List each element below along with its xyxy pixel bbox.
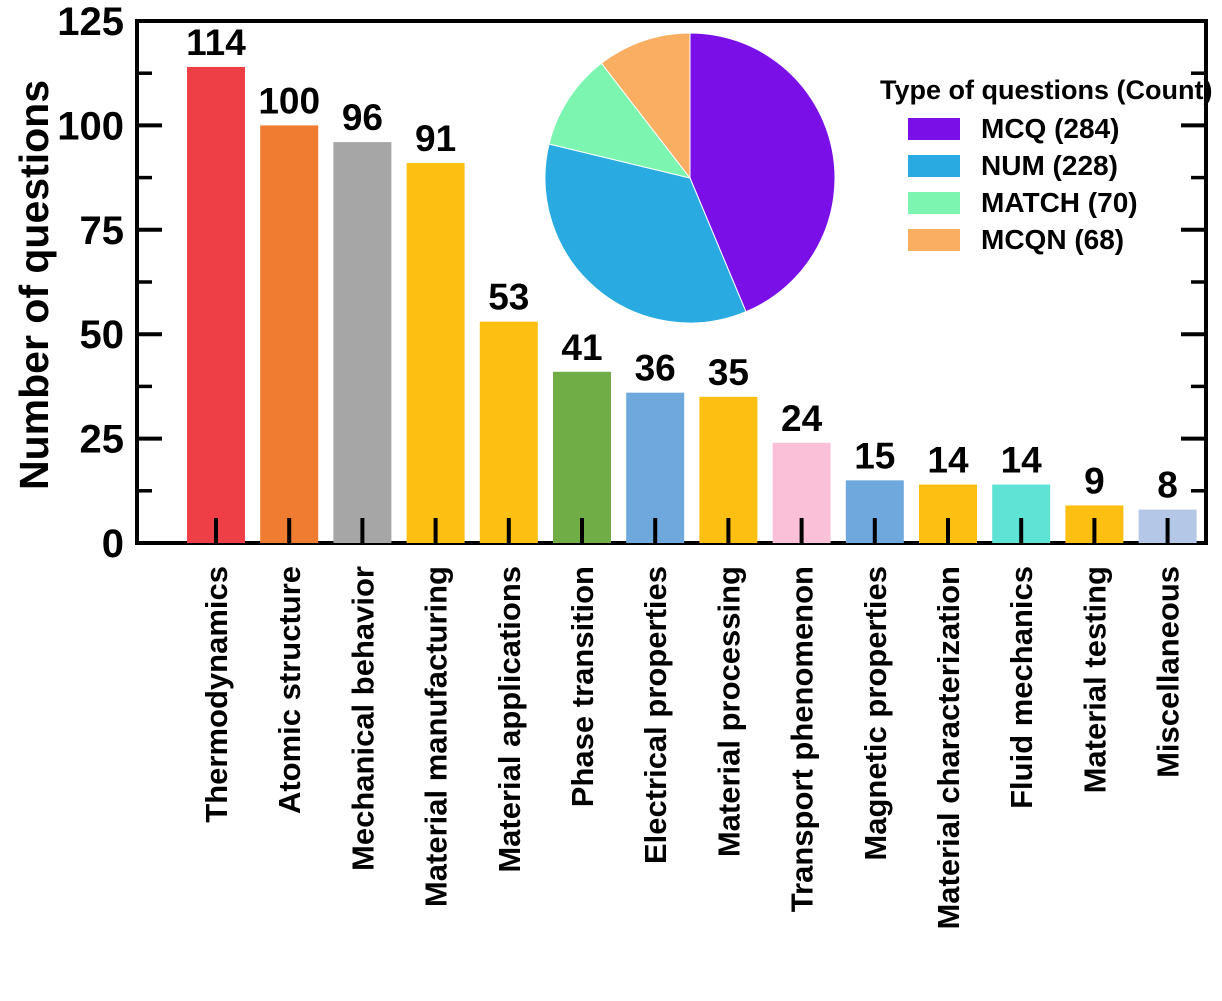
legend-swatch: [908, 192, 960, 214]
legend-swatch: [908, 229, 960, 251]
legend-entry-label: MATCH (70): [981, 187, 1138, 218]
x-category-label: Phase transition: [565, 566, 600, 807]
legend-swatch: [908, 155, 960, 177]
bar: [260, 125, 319, 544]
x-category-label: Atomic structure: [272, 566, 307, 814]
bar-value-label: 15: [854, 435, 895, 476]
y-axis-title: Number of questions: [11, 80, 57, 490]
x-category-label: Material manufacturing: [419, 566, 454, 907]
bar-value-label: 8: [1157, 465, 1178, 506]
legend-entry-label: MCQN (68): [981, 224, 1124, 255]
y-tick-label: 100: [57, 104, 124, 148]
bar-value-label: 24: [781, 398, 823, 439]
bar-value-label: 14: [1001, 440, 1043, 481]
bar-value-label: 91: [415, 118, 456, 159]
bar-value-label: 53: [488, 277, 529, 318]
legend-swatch: [908, 118, 960, 140]
x-category-label: Transport phenomenon: [785, 566, 820, 912]
x-category-label: Material testing: [1077, 566, 1112, 793]
x-category-label: Mechanical behavior: [345, 566, 380, 871]
bar-value-label: 114: [186, 22, 246, 63]
bar: [553, 371, 611, 543]
bar: [187, 66, 245, 543]
pie-slice: [600, 32, 691, 180]
bar: [626, 392, 685, 543]
bar: [479, 321, 538, 543]
y-tick-label: 75: [80, 209, 125, 253]
y-tick-label: 25: [80, 418, 125, 462]
x-axis-category-labels: Thermodynamics Atomic structure Mechanical…: [199, 566, 1186, 930]
inset-pie-chart: [544, 32, 836, 324]
pie-slice: [689, 32, 836, 313]
x-axis-ticks: [214, 518, 1170, 543]
bar-value-label: 41: [561, 327, 602, 368]
x-category-label: Material characterization: [931, 566, 966, 930]
legend-entry-label: NUM (228): [981, 150, 1118, 181]
bar-value-label: 96: [342, 97, 383, 138]
x-category-label: Fluid mechanics: [1004, 566, 1039, 809]
pie-slice: [548, 62, 692, 179]
bars-group: [187, 66, 1197, 544]
legend-entry-label: MCQ (284): [981, 113, 1119, 144]
x-category-label: Material processing: [711, 566, 746, 857]
bar-value-label: 35: [708, 352, 749, 393]
legend-title: Type of questions (Count): [880, 75, 1212, 105]
x-category-label: Material applications: [492, 566, 527, 873]
bar-value-label: 9: [1084, 460, 1105, 501]
x-category-label: Thermodynamics: [199, 566, 234, 823]
pie-slice: [544, 143, 747, 324]
bar: [333, 142, 392, 543]
x-category-label: Miscellaneous: [1151, 566, 1186, 778]
bar-value-label: 14: [927, 440, 969, 481]
bar: [406, 162, 465, 543]
y-tick-label: 125: [57, 0, 124, 44]
y-tick-label: 50: [80, 313, 125, 357]
x-category-label: Electrical properties: [638, 566, 673, 864]
bar-value-labels: 114 100 96 91 53 41 36 35 24 15 14 14 9 8: [186, 22, 1178, 506]
bar-value-label: 100: [258, 80, 320, 121]
y-axis-ticks: 0 25 50 75 100 125: [57, 0, 1206, 566]
bar-value-label: 36: [635, 348, 676, 389]
y-tick-label: 0: [102, 522, 124, 566]
pie-legend: Type of questions (Count) MCQ (284) NUM (…: [880, 75, 1212, 255]
x-category-label: Magnetic properties: [858, 566, 893, 861]
